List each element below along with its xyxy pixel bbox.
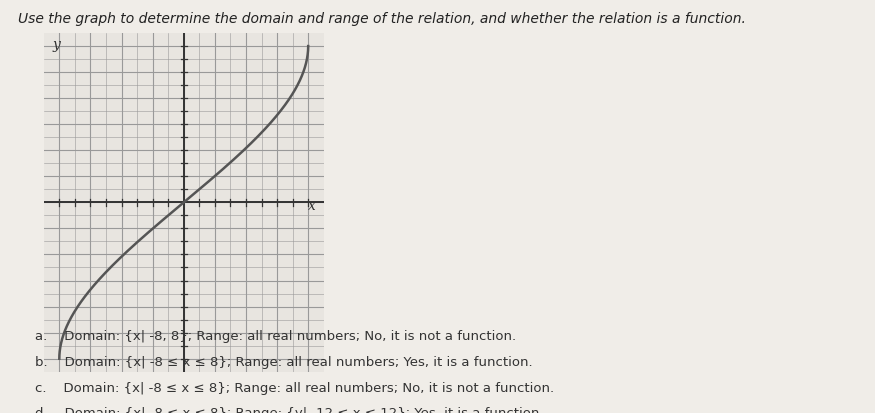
Text: Use the graph to determine the domain and range of the relation, and whether the: Use the graph to determine the domain an… [18, 12, 746, 26]
Text: y: y [52, 38, 60, 52]
Text: b.    Domain: {x| -8 ≤ x ≤ 8}; Range: all real numbers; Yes, it is a function.: b. Domain: {x| -8 ≤ x ≤ 8}; Range: all r… [35, 356, 533, 369]
Text: d.    Domain: {x| -8 ≤ x ≤ 8}; Range: {y| -12 ≤ x ≤ 12}; Yes, it is a function.: d. Domain: {x| -8 ≤ x ≤ 8}; Range: {y| -… [35, 407, 543, 413]
Text: x: x [307, 199, 315, 213]
Text: a.    Domain: {x| -8, 8}; Range: all real numbers; No, it is not a function.: a. Domain: {x| -8, 8}; Range: all real n… [35, 330, 516, 343]
Text: c.    Domain: {x| -8 ≤ x ≤ 8}; Range: all real numbers; No, it is not a function: c. Domain: {x| -8 ≤ x ≤ 8}; Range: all r… [35, 382, 554, 394]
